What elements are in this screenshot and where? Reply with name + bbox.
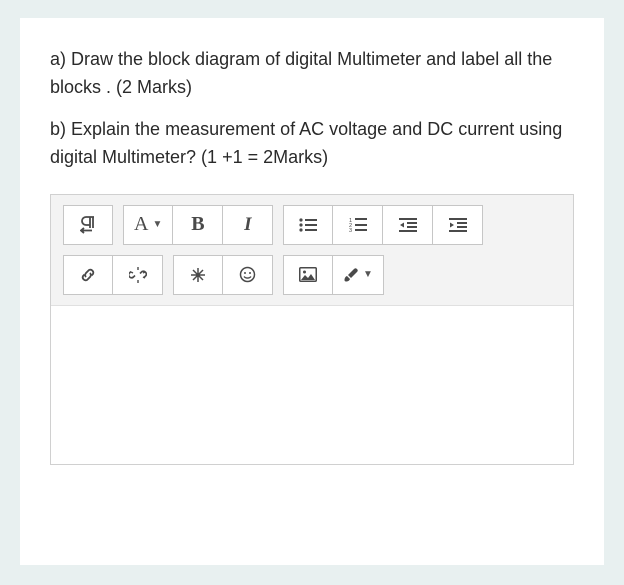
bullet-list-button[interactable]: [283, 205, 333, 245]
emoji-button[interactable]: [223, 255, 273, 295]
outdent-button[interactable]: [383, 205, 433, 245]
unlink-button[interactable]: [113, 255, 163, 295]
image-button[interactable]: [283, 255, 333, 295]
bullet-list-icon: [299, 217, 317, 233]
brush-icon: [343, 267, 359, 283]
bold-label: B: [191, 213, 204, 236]
bold-button[interactable]: B: [173, 205, 223, 245]
chevron-down-icon: ▼: [152, 219, 162, 230]
question-card: a) Draw the block diagram of digital Mul…: [20, 18, 604, 565]
editor-toolbar: A ▼ B I: [51, 195, 573, 306]
link-button[interactable]: [63, 255, 113, 295]
indent-icon: [449, 217, 467, 233]
italic-label: I: [244, 214, 251, 236]
image-icon: [299, 267, 317, 282]
toolbar-row-2: ▼: [63, 255, 561, 295]
indent-button[interactable]: [433, 205, 483, 245]
rich-text-editor: A ▼ B I: [50, 194, 574, 465]
italic-button[interactable]: I: [223, 205, 273, 245]
asterisk-icon: [190, 267, 206, 283]
question-part-b: b) Explain the measurement of AC voltage…: [50, 116, 574, 172]
paragraph-direction-button[interactable]: [63, 205, 113, 245]
svg-text:3: 3: [349, 228, 352, 233]
chevron-down-icon: ▼: [363, 269, 373, 280]
paragraph-direction-icon: [80, 216, 96, 234]
numbered-list-icon: 1 2 3: [349, 217, 367, 233]
brush-button[interactable]: ▼: [333, 255, 384, 295]
outdent-icon: [399, 217, 417, 233]
numbered-list-button[interactable]: 1 2 3: [333, 205, 383, 245]
special-char-button[interactable]: [173, 255, 223, 295]
font-style-button[interactable]: A ▼: [123, 205, 173, 245]
editor-content-area[interactable]: [51, 306, 573, 464]
link-icon: [79, 266, 97, 284]
question-part-a: a) Draw the block diagram of digital Mul…: [50, 46, 574, 102]
toolbar-row-1: A ▼ B I: [63, 205, 561, 245]
smiley-icon: [239, 266, 256, 283]
font-style-label: A: [134, 213, 148, 236]
unlink-icon: [129, 266, 147, 284]
